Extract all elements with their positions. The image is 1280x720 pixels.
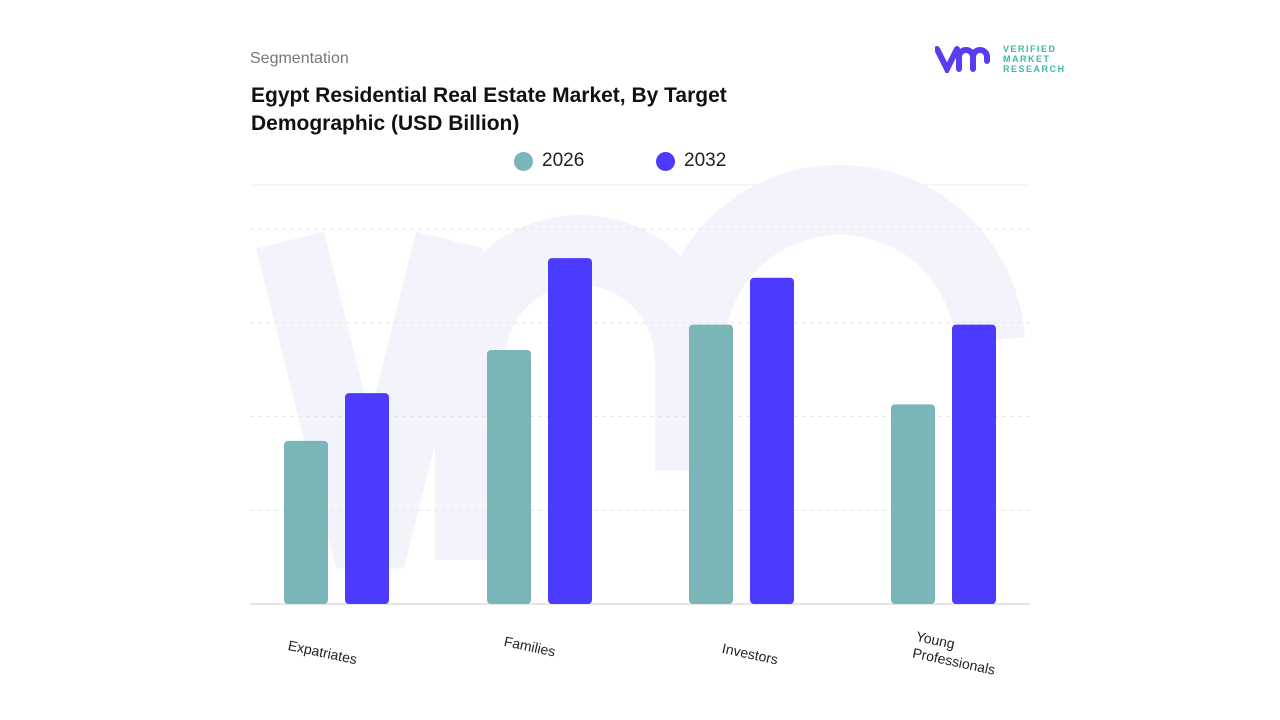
bar-2032-families: [548, 258, 592, 604]
bar-2026-expatriates: [284, 440, 328, 604]
legend-item-2026: 2026: [514, 150, 584, 172]
bar-2032-expatriates: [345, 393, 389, 604]
logo-line: RESEARCH: [1003, 64, 1066, 74]
bar-2032-young-professionals: [952, 324, 996, 604]
chart-title: Egypt Residential Real Estate Market, By…: [251, 84, 727, 135]
logo: VERIFIED MARKET RESEARCH: [935, 44, 1066, 74]
logo-line: VERIFIED: [1003, 44, 1057, 54]
legend: 2026 2032: [0, 150, 1280, 174]
legend-swatch: [514, 151, 533, 171]
bar-2026-families: [487, 349, 531, 604]
legend-swatch: [656, 151, 675, 171]
bar-2026-investors: [689, 324, 733, 604]
logo-line: MARKET: [1003, 54, 1051, 64]
vmr-logo-icon: [935, 46, 990, 73]
segment-label: Segmentation: [250, 50, 349, 67]
watermark-logo: [256, 164, 1025, 569]
bar-2032-investors: [750, 277, 794, 604]
logo-text: VERIFIED MARKET RESEARCH: [1003, 44, 1066, 74]
bar-2026-young-professionals: [891, 404, 935, 604]
legend-item-2032: 2032: [656, 150, 726, 172]
legend-label: 2026: [542, 150, 585, 171]
legend-label: 2032: [684, 150, 727, 171]
